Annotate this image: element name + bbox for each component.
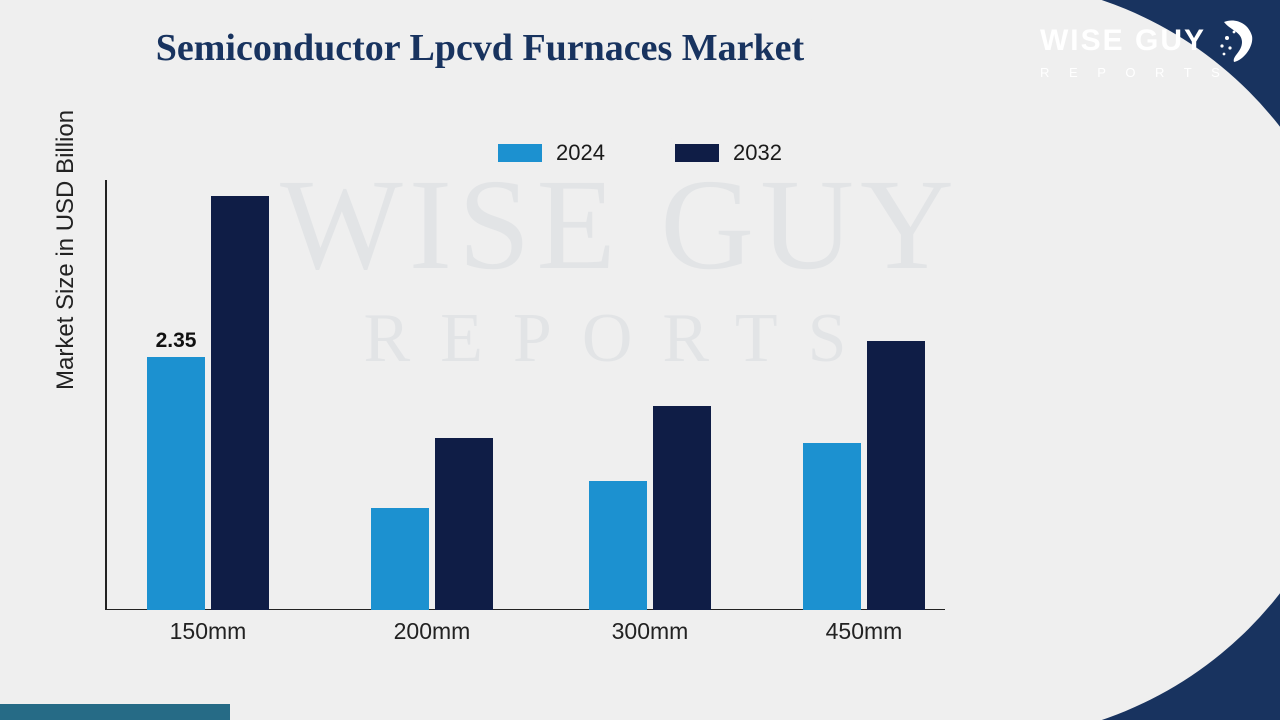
bar-2032	[867, 341, 925, 610]
logo-line2: R E P O R T S	[1040, 64, 1258, 82]
legend-item: 2024	[498, 140, 605, 166]
logo-line1: WISE GUY	[1040, 18, 1258, 64]
legend: 2024 2032	[0, 140, 1280, 166]
bar-value-label: 2.35	[156, 329, 197, 353]
chart-canvas: WISE GUY R E P O R T S Semiconductor Lpc…	[0, 0, 1280, 720]
x-axis-ticks: 150mm200mm300mm450mm	[105, 618, 945, 658]
x-tick-label: 300mm	[565, 618, 735, 645]
bar-group	[565, 406, 735, 610]
legend-item: 2032	[675, 140, 782, 166]
side-panel	[965, 0, 1280, 720]
legend-label: 2032	[733, 140, 782, 166]
x-tick-label: 450mm	[779, 618, 949, 645]
logo-head-icon	[1212, 18, 1258, 64]
chart-title: Semiconductor Lpcvd Furnaces Market	[0, 26, 960, 70]
legend-label: 2024	[556, 140, 605, 166]
bar-group	[779, 341, 949, 610]
legend-swatch-2024	[498, 144, 542, 162]
logo-text-1: WISE GUY	[1040, 26, 1206, 56]
bar-group	[347, 438, 517, 610]
bar-2024	[371, 508, 429, 610]
x-tick-label: 150mm	[123, 618, 293, 645]
bar-2024	[589, 481, 647, 610]
bar-2024	[803, 443, 861, 610]
bar-group: 2.35	[123, 196, 293, 610]
bar-2032	[435, 438, 493, 610]
bar-2032	[653, 406, 711, 610]
legend-swatch-2032	[675, 144, 719, 162]
bar-2024: 2.35	[147, 357, 205, 610]
brand-logo: WISE GUY R E P O R T S	[1040, 18, 1258, 82]
plot-area: 2.35	[105, 180, 945, 610]
bar-2032	[211, 196, 269, 610]
y-axis-label: Market Size in USD Billion	[52, 110, 80, 390]
y-axis-line	[105, 180, 107, 610]
x-tick-label: 200mm	[347, 618, 517, 645]
bottom-accent	[0, 704, 230, 720]
